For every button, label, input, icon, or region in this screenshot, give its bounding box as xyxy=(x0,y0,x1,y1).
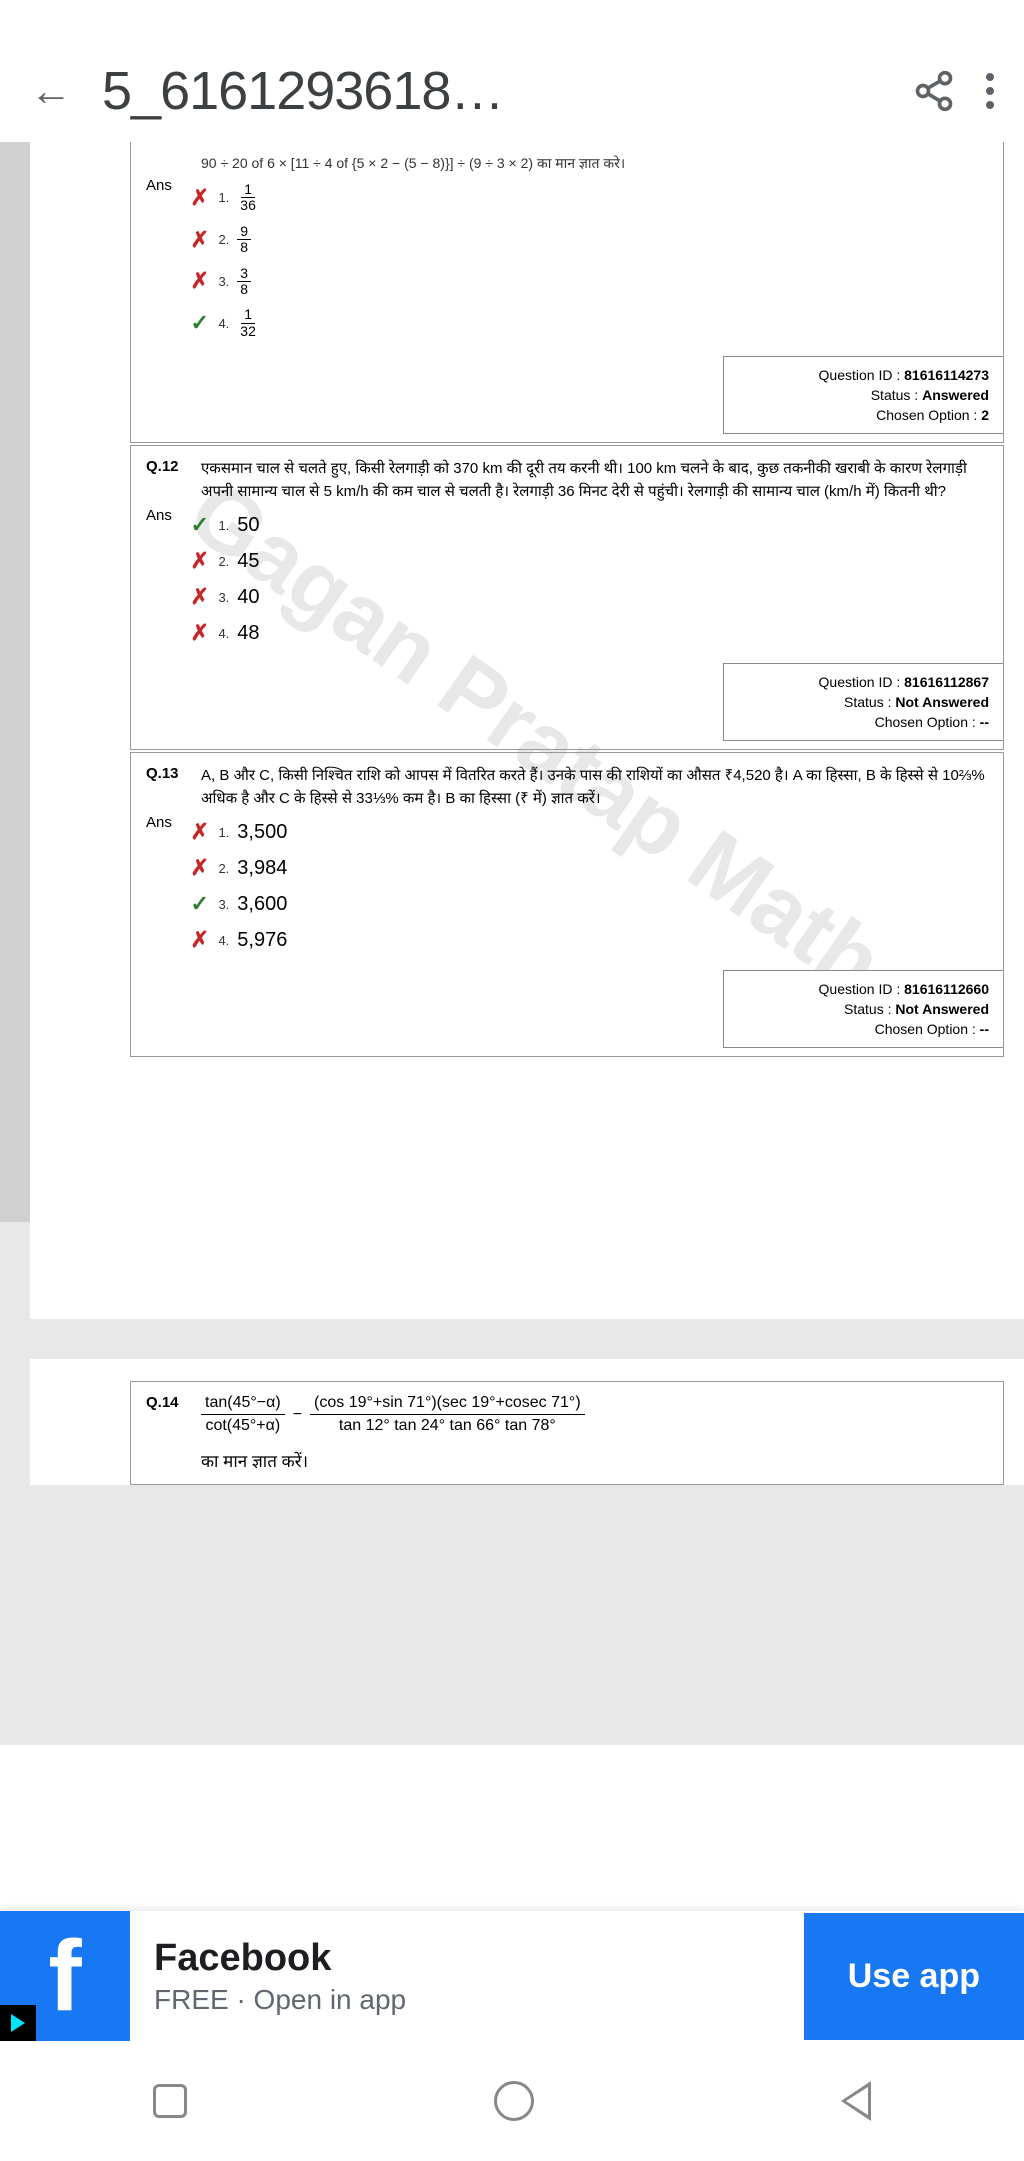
option-row: ✓1.50 xyxy=(190,507,259,543)
check-icon: ✓ xyxy=(190,512,218,538)
app-header: ← 5_6161293618… xyxy=(0,40,1024,142)
q11-meta: Question ID : 81616114273 Status : Answe… xyxy=(723,356,1003,434)
cross-icon: ✗ xyxy=(190,819,218,845)
option-row: ✗3.38 xyxy=(190,261,258,303)
option-row: ✗2.45 xyxy=(190,543,259,579)
option-row: ✗3.40 xyxy=(190,579,259,615)
q14-hindi: का मान ज्ञात करें। xyxy=(146,1449,988,1472)
cross-icon: ✗ xyxy=(190,185,218,211)
question-12-block: Q.12 एकसमान चाल से चलते हुए, किसी रेलगाड… xyxy=(130,445,1004,750)
facebook-logo-icon[interactable]: f xyxy=(0,1911,130,2041)
document-viewport[interactable]: Gagan Pratap Math 90 ÷ 20 of 6 × [11 ÷ 4… xyxy=(0,142,1024,1745)
option-row: ✗4.5,976 xyxy=(190,922,287,958)
app-install-banner: f Facebook FREE · Open in app Use app xyxy=(0,1911,1024,2041)
option-row: ✗2.98 xyxy=(190,219,258,261)
banner-app-name: Facebook xyxy=(154,1937,804,1980)
cross-icon: ✗ xyxy=(190,620,218,646)
play-store-badge-icon xyxy=(0,2005,36,2041)
check-icon: ✓ xyxy=(190,310,218,336)
cross-icon: ✗ xyxy=(190,927,218,953)
ans-label: Ans xyxy=(131,507,186,524)
ans-label: Ans xyxy=(131,177,186,194)
banner-subtitle: FREE · Open in app xyxy=(154,1984,804,2016)
q14-number: Q.14 xyxy=(146,1394,201,1435)
share-icon[interactable] xyxy=(912,69,956,113)
back-icon[interactable]: ← xyxy=(30,67,72,115)
q12-text: एकसमान चाल से चलते हुए, किसी रेलगाड़ी को… xyxy=(201,458,988,503)
nav-back-icon[interactable] xyxy=(841,2081,871,2121)
use-app-button[interactable]: Use app xyxy=(804,1913,1024,2040)
cross-icon: ✗ xyxy=(190,227,218,253)
q13-number: Q.13 xyxy=(146,765,201,810)
nav-home-icon[interactable] xyxy=(494,2081,534,2121)
cross-icon: ✗ xyxy=(190,584,218,610)
cross-icon: ✗ xyxy=(190,855,218,881)
q14-formula: tan(45°−α)cot(45°+α) − (cos 19°+sin 71°)… xyxy=(201,1394,585,1435)
option-row: ✓3.3,600 xyxy=(190,886,287,922)
option-row: ✗4.48 xyxy=(190,615,259,651)
scrollbar-track[interactable] xyxy=(0,142,30,1222)
question-14-block: Q.14 tan(45°−α)cot(45°+α) − (cos 19°+sin… xyxy=(130,1381,1004,1485)
option-row: ✗1.136 xyxy=(190,177,258,219)
q13-text: A, B और C, किसी निश्चित राशि को आपस में … xyxy=(201,765,988,810)
document-title: 5_6161293618… xyxy=(102,60,882,122)
option-row: ✗2.3,984 xyxy=(190,850,287,886)
more-icon[interactable] xyxy=(986,73,994,109)
ans-label: Ans xyxy=(131,814,186,831)
q11-expression: 90 ÷ 20 of 6 × [11 ÷ 4 of {5 × 2 − (5 − … xyxy=(131,150,1003,177)
question-11-block: 90 ÷ 20 of 6 × [11 ÷ 4 of {5 × 2 − (5 − … xyxy=(130,142,1004,443)
q12-meta: Question ID : 81616112867 Status : Not A… xyxy=(723,663,1003,741)
q13-meta: Question ID : 81616112660 Status : Not A… xyxy=(723,970,1003,1048)
cross-icon: ✗ xyxy=(190,268,218,294)
check-icon: ✓ xyxy=(190,891,218,917)
question-13-block: Q.13 A, B और C, किसी निश्चित राशि को आपस… xyxy=(130,752,1004,1057)
q12-number: Q.12 xyxy=(146,458,201,503)
option-row: ✗1.3,500 xyxy=(190,814,287,850)
cross-icon: ✗ xyxy=(190,548,218,574)
option-row: ✓4.132 xyxy=(190,302,258,344)
system-nav-bar xyxy=(0,2041,1024,2161)
nav-recent-icon[interactable] xyxy=(153,2084,187,2118)
